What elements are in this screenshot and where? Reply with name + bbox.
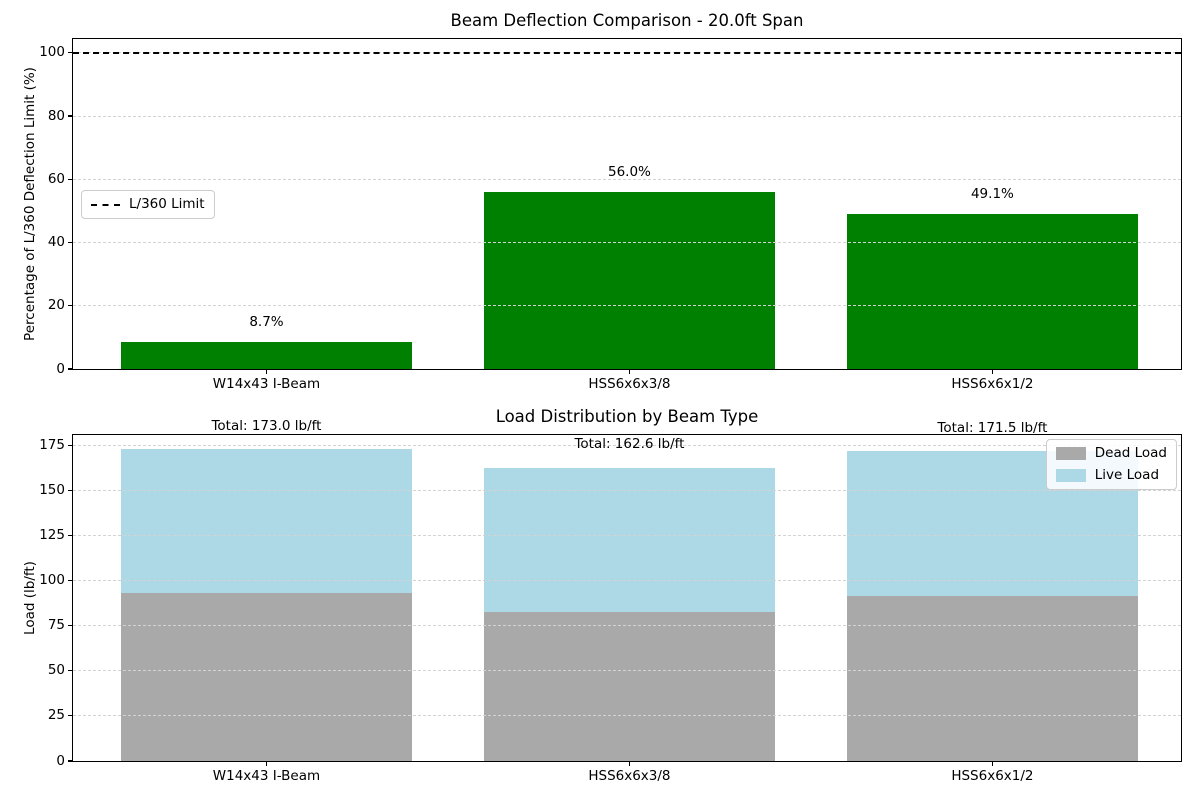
y-tick-label: 75: [47, 617, 65, 634]
x-tick-label: HSS6x6x3/8: [588, 376, 671, 392]
x-tick: [991, 369, 994, 374]
bar-value-label: 56.0%: [607, 163, 651, 180]
gridline: [73, 242, 1181, 244]
gridline: [73, 625, 1181, 627]
y-tick-label: 0: [56, 752, 65, 769]
y-tick: [68, 305, 73, 307]
y-tick-label: 0: [56, 360, 65, 377]
y-tick: [68, 368, 73, 370]
gridline: [73, 579, 1181, 581]
deflection-bar: [484, 191, 775, 369]
bar-value-label: Total: 162.6 lb/ft: [574, 436, 685, 453]
x-tick-label: HSS6x6x3/8: [588, 768, 671, 784]
dead-load-bar: [121, 593, 412, 761]
legend-color-swatch: [1055, 469, 1086, 482]
y-tick: [68, 579, 73, 582]
gridline: [73, 670, 1181, 672]
y-tick-label: 20: [47, 297, 65, 314]
y-tick-label: 25: [47, 707, 65, 724]
legend-entry: L/360 Limit: [91, 196, 205, 213]
y-tick-label: 50: [47, 662, 65, 679]
x-tick-label: HSS6x6x1/2: [951, 376, 1034, 392]
y-tick: [68, 178, 73, 180]
x-tick: [265, 761, 268, 766]
gridline: [73, 115, 1181, 117]
deflection-bar: [847, 213, 1138, 369]
x-tick-label: HSS6x6x1/2: [951, 768, 1034, 784]
limit-line: [73, 51, 1181, 54]
bar-value-label: 8.7%: [249, 313, 284, 330]
y-tick-label: 80: [47, 107, 65, 124]
legend-label: Dead Load: [1094, 445, 1167, 461]
y-tick: [68, 241, 73, 244]
gridline: [73, 178, 1181, 180]
y-tick: [68, 489, 73, 491]
y-tick-label: 40: [47, 234, 65, 251]
y-tick-label: 150: [39, 481, 65, 498]
y-tick: [68, 715, 73, 717]
load-chart-title: Load Distribution by Beam Type: [495, 407, 759, 426]
x-tick: [991, 761, 994, 766]
y-tick: [68, 670, 73, 672]
deflection-chart-title: Beam Deflection Comparison - 20.0ft Span: [450, 11, 804, 30]
legend-color-swatch: [1055, 447, 1086, 460]
deflection-bar: [121, 341, 412, 369]
y-tick-label: 60: [47, 170, 65, 187]
load-chart-legend: Dead Load Live Load: [1045, 439, 1177, 490]
gridline: [73, 715, 1181, 717]
legend-label: L/360 Limit: [129, 196, 205, 212]
dashed-line-sample: [91, 203, 120, 206]
load-chart-plot-area: Dead Load Live Load 0 25 50 75 100 125 150 175 To…: [39, 418, 1182, 784]
deflection-chart-plot-area: L/360 Limit 0 20 40 60 80 100 8.7% W14x43 I-Bea…: [39, 38, 1182, 392]
legend-entry: Dead Load: [1055, 445, 1167, 462]
x-tick: [628, 369, 631, 374]
gridline: [73, 305, 1181, 307]
y-tick-label: 125: [39, 526, 65, 543]
dead-load-bar: [484, 611, 775, 761]
x-tick: [265, 369, 268, 374]
y-tick: [68, 625, 73, 627]
gridline: [73, 444, 1181, 446]
live-load-bar: [121, 448, 412, 594]
bar-value-label: Total: 173.0 lb/ft: [211, 417, 322, 434]
y-tick: [68, 52, 73, 54]
y-tick: [68, 444, 73, 446]
y-tick: [68, 534, 73, 536]
live-load-bar: [484, 467, 775, 612]
y-tick-label: 175: [39, 436, 65, 453]
y-tick: [68, 760, 73, 762]
bar-value-label: 49.1%: [970, 185, 1014, 202]
x-tick: [628, 761, 631, 766]
y-tick-label: 100: [39, 571, 65, 588]
gridline: [73, 489, 1181, 491]
x-tick-label: W14x43 I-Beam: [212, 376, 321, 392]
dead-load-bar: [847, 595, 1138, 761]
legend-entry: Live Load: [1055, 467, 1167, 484]
gridline: [73, 534, 1181, 536]
y-tick-label: 100: [39, 44, 65, 61]
x-tick-label: W14x43 I-Beam: [212, 768, 321, 784]
y-tick: [68, 115, 73, 117]
legend-label: Live Load: [1094, 467, 1160, 483]
bar-value-label: Total: 171.5 lb/ft: [937, 420, 1048, 437]
deflection-chart-legend: L/360 Limit: [81, 190, 215, 219]
